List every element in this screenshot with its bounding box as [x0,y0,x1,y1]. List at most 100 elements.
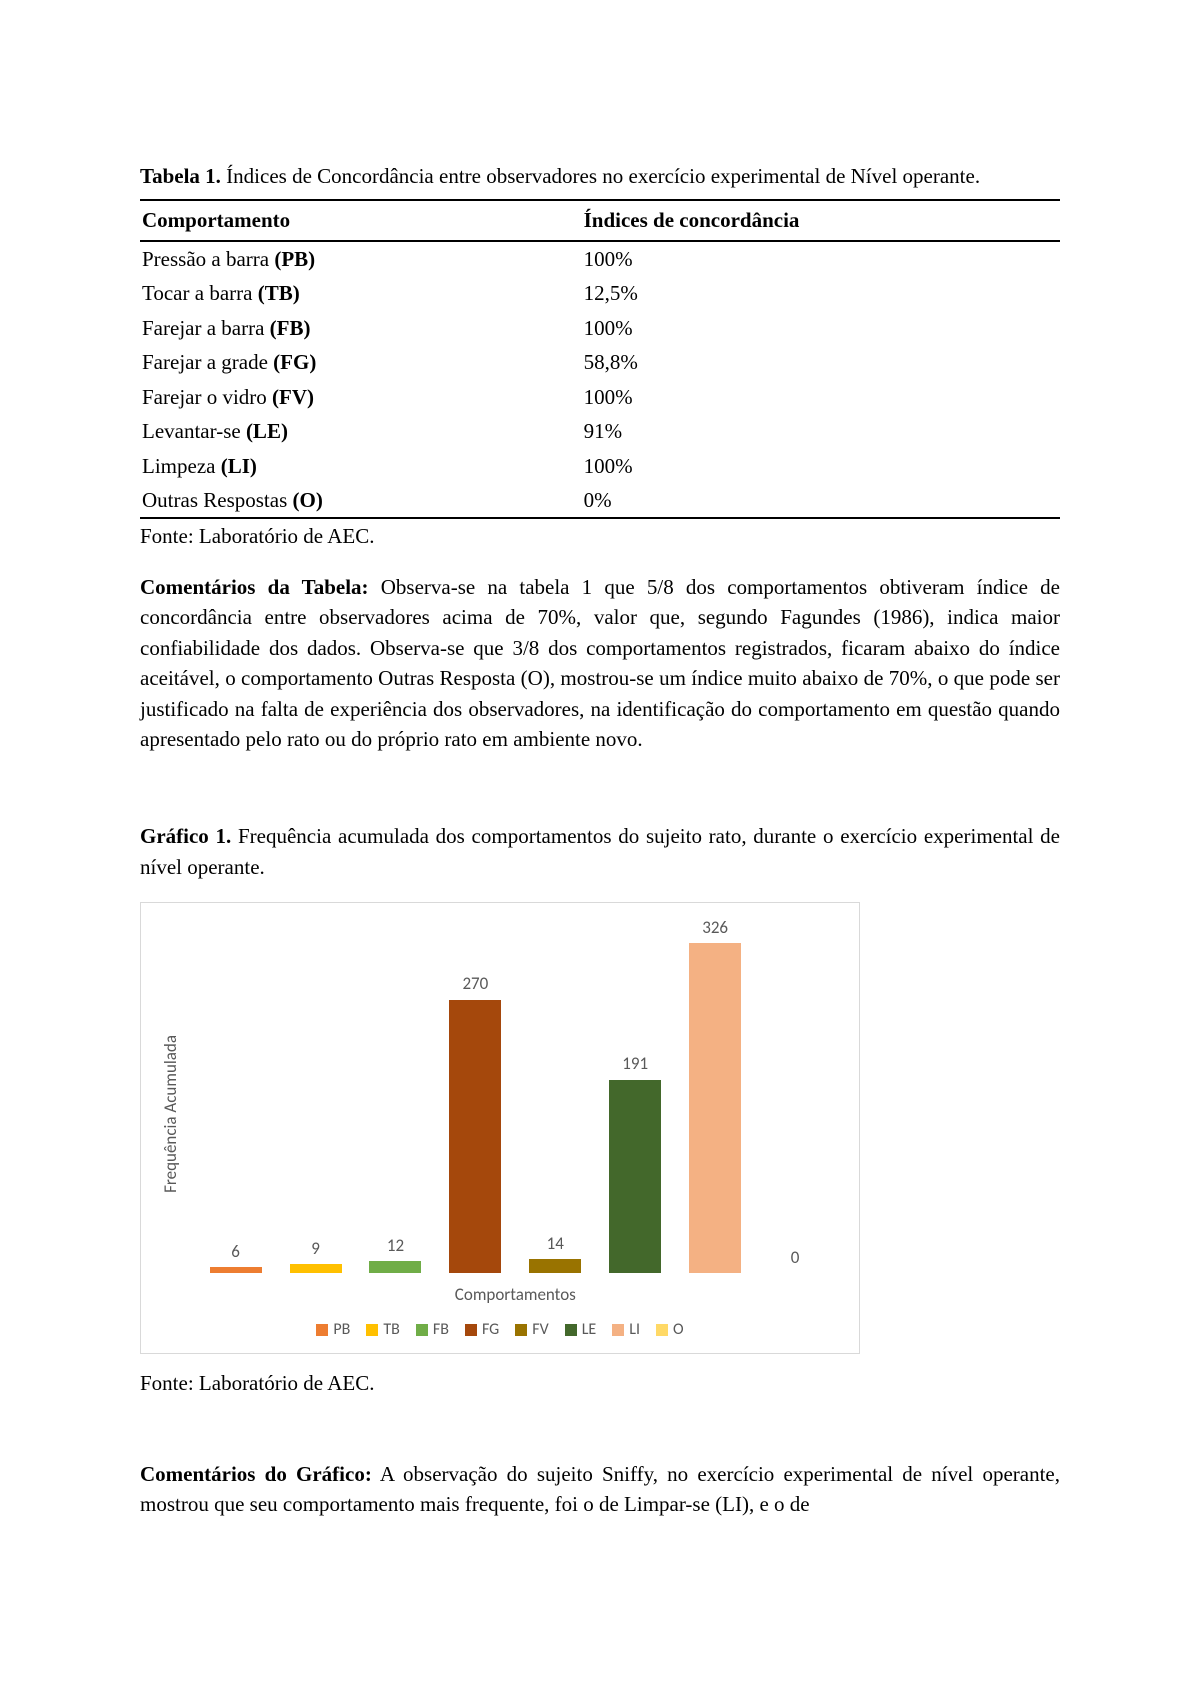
concordance-table: Comportamento Índices de concordância Pr… [140,199,1060,519]
legend-item-FV: FV [515,1318,548,1341]
legend-swatch [612,1324,624,1336]
chart-caption-lead: Gráfico 1. [140,824,231,848]
behavior-label: Limpeza [142,454,221,478]
bar-value-label: 9 [311,1237,320,1262]
behavior-label: Pressão a barra [142,247,274,271]
legend-label: FG [482,1318,499,1341]
legend-label: FB [433,1318,449,1341]
cell-indice: 100% [582,241,1060,276]
legend-item-PB: PB [316,1318,350,1341]
chart-commentary-lead: Comentários do Gráfico: [140,1462,372,1486]
bar-PB: 6 [196,913,276,1273]
table-row: Farejar a barra (FB)100% [140,311,1060,345]
behavior-code: (TB) [258,281,300,305]
legend-label: PB [333,1318,350,1341]
page: Tabela 1. Índices de Concordância entre … [0,0,1200,1698]
bar-LE: 191 [595,913,675,1273]
behavior-code: (LE) [246,419,288,443]
legend-swatch [515,1324,527,1336]
cell-comportamento: Farejar a grade (FG) [140,345,582,379]
bar-rect [369,1261,421,1273]
chart-source: Fonte: Laboratório de AEC. [140,1368,1060,1398]
behavior-label: Farejar a barra [142,316,270,340]
cell-comportamento: Tocar a barra (TB) [140,276,582,310]
chart-commentary: Comentários do Gráfico: A observação do … [140,1459,1060,1520]
cell-comportamento: Farejar a barra (FB) [140,311,582,345]
table-row: Tocar a barra (TB)12,5% [140,276,1060,310]
table-commentary-lead: Comentários da Tabela: [140,575,369,599]
cell-indice: 100% [582,449,1060,483]
bar-chart: Frequência Acumulada 6 9 12 270 14 191 326 0 Co… [140,902,860,1354]
behavior-label: Tocar a barra [142,281,258,305]
behavior-label: Outras Respostas [142,488,293,512]
bar-rect [609,1080,661,1273]
bar-value-label: 326 [702,916,728,941]
legend-label: LI [629,1318,640,1341]
behavior-code: (FB) [270,316,311,340]
behavior-label: Farejar a grade [142,350,273,374]
behavior-code: (FG) [273,350,316,374]
cell-indice: 58,8% [582,345,1060,379]
cell-indice: 100% [582,380,1060,414]
x-axis-label: Comportamentos [190,1283,841,1308]
table-caption-text: Índices de Concordância entre observador… [221,164,980,188]
bar-value-label: 14 [547,1232,564,1257]
behavior-code: (PB) [274,247,315,271]
bar-rect [689,943,741,1273]
table-row: Outras Respostas (O)0% [140,483,1060,518]
table-caption: Tabela 1. Índices de Concordância entre … [140,161,1060,191]
cell-comportamento: Pressão a barra (PB) [140,241,582,276]
table-row: Levantar-se (LE) 91% [140,414,1060,448]
cell-indice: 91% [582,414,1060,448]
spacer [140,772,1060,800]
bar-value-label: 0 [791,1246,800,1271]
cell-indice: 100% [582,311,1060,345]
plot-container: 6 9 12 270 14 191 326 0 Comportamentos [190,913,841,1314]
legend-label: FV [532,1318,548,1341]
bar-LI: 326 [675,913,755,1273]
behavior-label: Levantar-se [142,419,246,443]
y-axis-label: Frequência Acumulada [159,1035,184,1193]
legend-item-FG: FG [465,1318,499,1341]
bar-rect [529,1259,581,1273]
bar-value-label: 270 [462,972,488,997]
legend-item-TB: TB [366,1318,400,1341]
bar-FB: 12 [355,913,435,1273]
behavior-code: (O) [293,488,323,512]
behavior-code: (LI) [221,454,257,478]
spacer [140,1419,1060,1459]
table-row: Limpeza (LI)100% [140,449,1060,483]
legend-label: TB [383,1318,400,1341]
legend-item-LE: LE [565,1318,597,1341]
cell-comportamento: Limpeza (LI) [140,449,582,483]
bar-rect [449,1000,501,1273]
chart-body: Frequência Acumulada 6 9 12 270 14 191 326 0 Co… [159,913,841,1314]
legend-swatch [416,1324,428,1336]
bar-FV: 14 [515,913,595,1273]
cell-comportamento: Outras Respostas (O) [140,483,582,518]
legend-swatch [565,1324,577,1336]
table-row: Pressão a barra (PB)100% [140,241,1060,276]
table-header-row: Comportamento Índices de concordância [140,200,1060,240]
table-commentary-text: Observa-se na tabela 1 que 5/8 dos compo… [140,575,1060,751]
table-row: Farejar a grade (FG)58,8% [140,345,1060,379]
bar-O: 0 [755,913,835,1273]
legend-label: LE [582,1318,597,1341]
bar-value-label: 12 [387,1234,404,1259]
bar-rect [290,1264,342,1273]
plot-area: 6 9 12 270 14 191 326 0 [190,913,841,1273]
bar-value-label: 6 [231,1240,240,1265]
cell-indice: 12,5% [582,276,1060,310]
bar-FG: 270 [435,913,515,1273]
legend-item-FB: FB [416,1318,449,1341]
legend: PB TB FB FG FV LE LI O [159,1314,841,1347]
cell-comportamento: Farejar o vidro (FV) [140,380,582,414]
th-indice: Índices de concordância [582,200,1060,240]
chart-caption-text: Frequência acumulada dos comportamentos … [140,824,1060,878]
legend-swatch [465,1324,477,1336]
table-source: Fonte: Laboratório de AEC. [140,521,1060,551]
legend-item-LI: LI [612,1318,640,1341]
behavior-label: Farejar o vidro [142,385,272,409]
behavior-code: (FV) [272,385,314,409]
legend-item-O: O [656,1318,684,1341]
